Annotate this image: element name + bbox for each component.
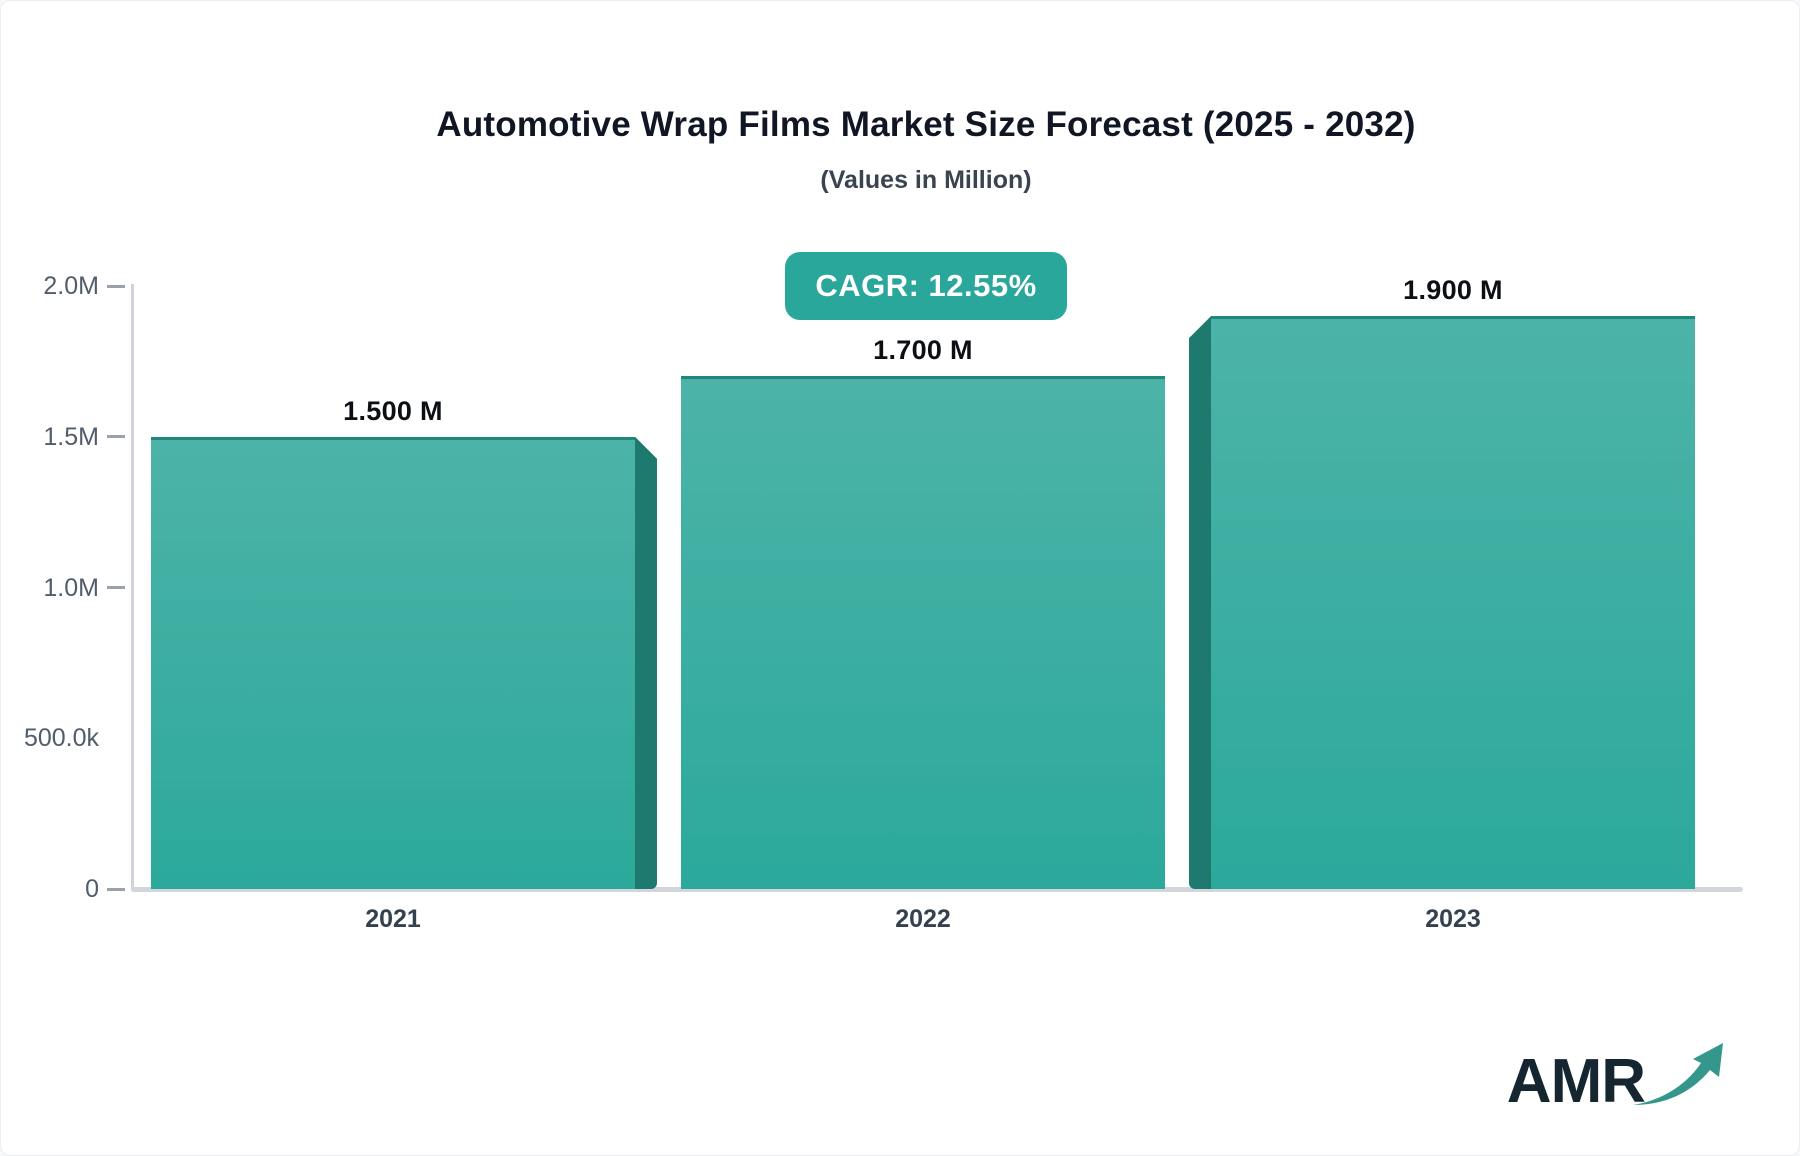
bar-2021 — [151, 436, 635, 889]
y-axis-tick-mark — [107, 887, 125, 891]
chart-subtitle: (Values in Million) — [820, 166, 1032, 194]
x-axis-baseline — [131, 887, 1743, 892]
chart-title: Automotive Wrap Films Market Size Foreca… — [436, 105, 1416, 144]
amr-logo-text: AMR — [1506, 1047, 1646, 1116]
y-axis-tick-label: 500.0k — [23, 724, 99, 753]
amr-logo: AMR — [1507, 1035, 1729, 1113]
y-axis-tick-mark — [107, 586, 125, 589]
x-axis-category-label: 2023 — [1425, 905, 1481, 933]
cagr-badge: CAGR: 12.55% — [785, 252, 1067, 320]
bar-2023 — [1211, 316, 1695, 889]
bar-depth-edge — [635, 436, 657, 889]
y-axis-tick-mark — [107, 435, 125, 439]
y-axis-tick-label: 0 — [85, 875, 99, 903]
bar-value-label: 1.500 M — [343, 395, 443, 426]
bar-value-label: 1.900 M — [1403, 275, 1503, 306]
bar-value-label: 1.700 M — [873, 335, 973, 366]
plot-area: 1.500 M 2021 1.700 M 2022 1.900 M 2023 — [151, 275, 1695, 933]
x-axis-category-label: 2022 — [895, 905, 951, 933]
y-axis-tick-label: 1.5M — [43, 422, 99, 451]
trend-up-arrow-icon — [1633, 1043, 1723, 1105]
x-axis-category-label: 2021 — [365, 905, 421, 933]
y-axis-tick-mark — [107, 284, 125, 288]
y-axis-tick-label: 1.0M — [43, 573, 99, 602]
y-axis-tick-label: 2.0M — [43, 272, 99, 300]
y-axis-line — [131, 284, 134, 889]
cagr-badge-wrap: CAGR: 12.55% — [131, 252, 1721, 320]
bar-depth-edge — [1189, 316, 1211, 889]
bar-2022 — [681, 376, 1165, 889]
